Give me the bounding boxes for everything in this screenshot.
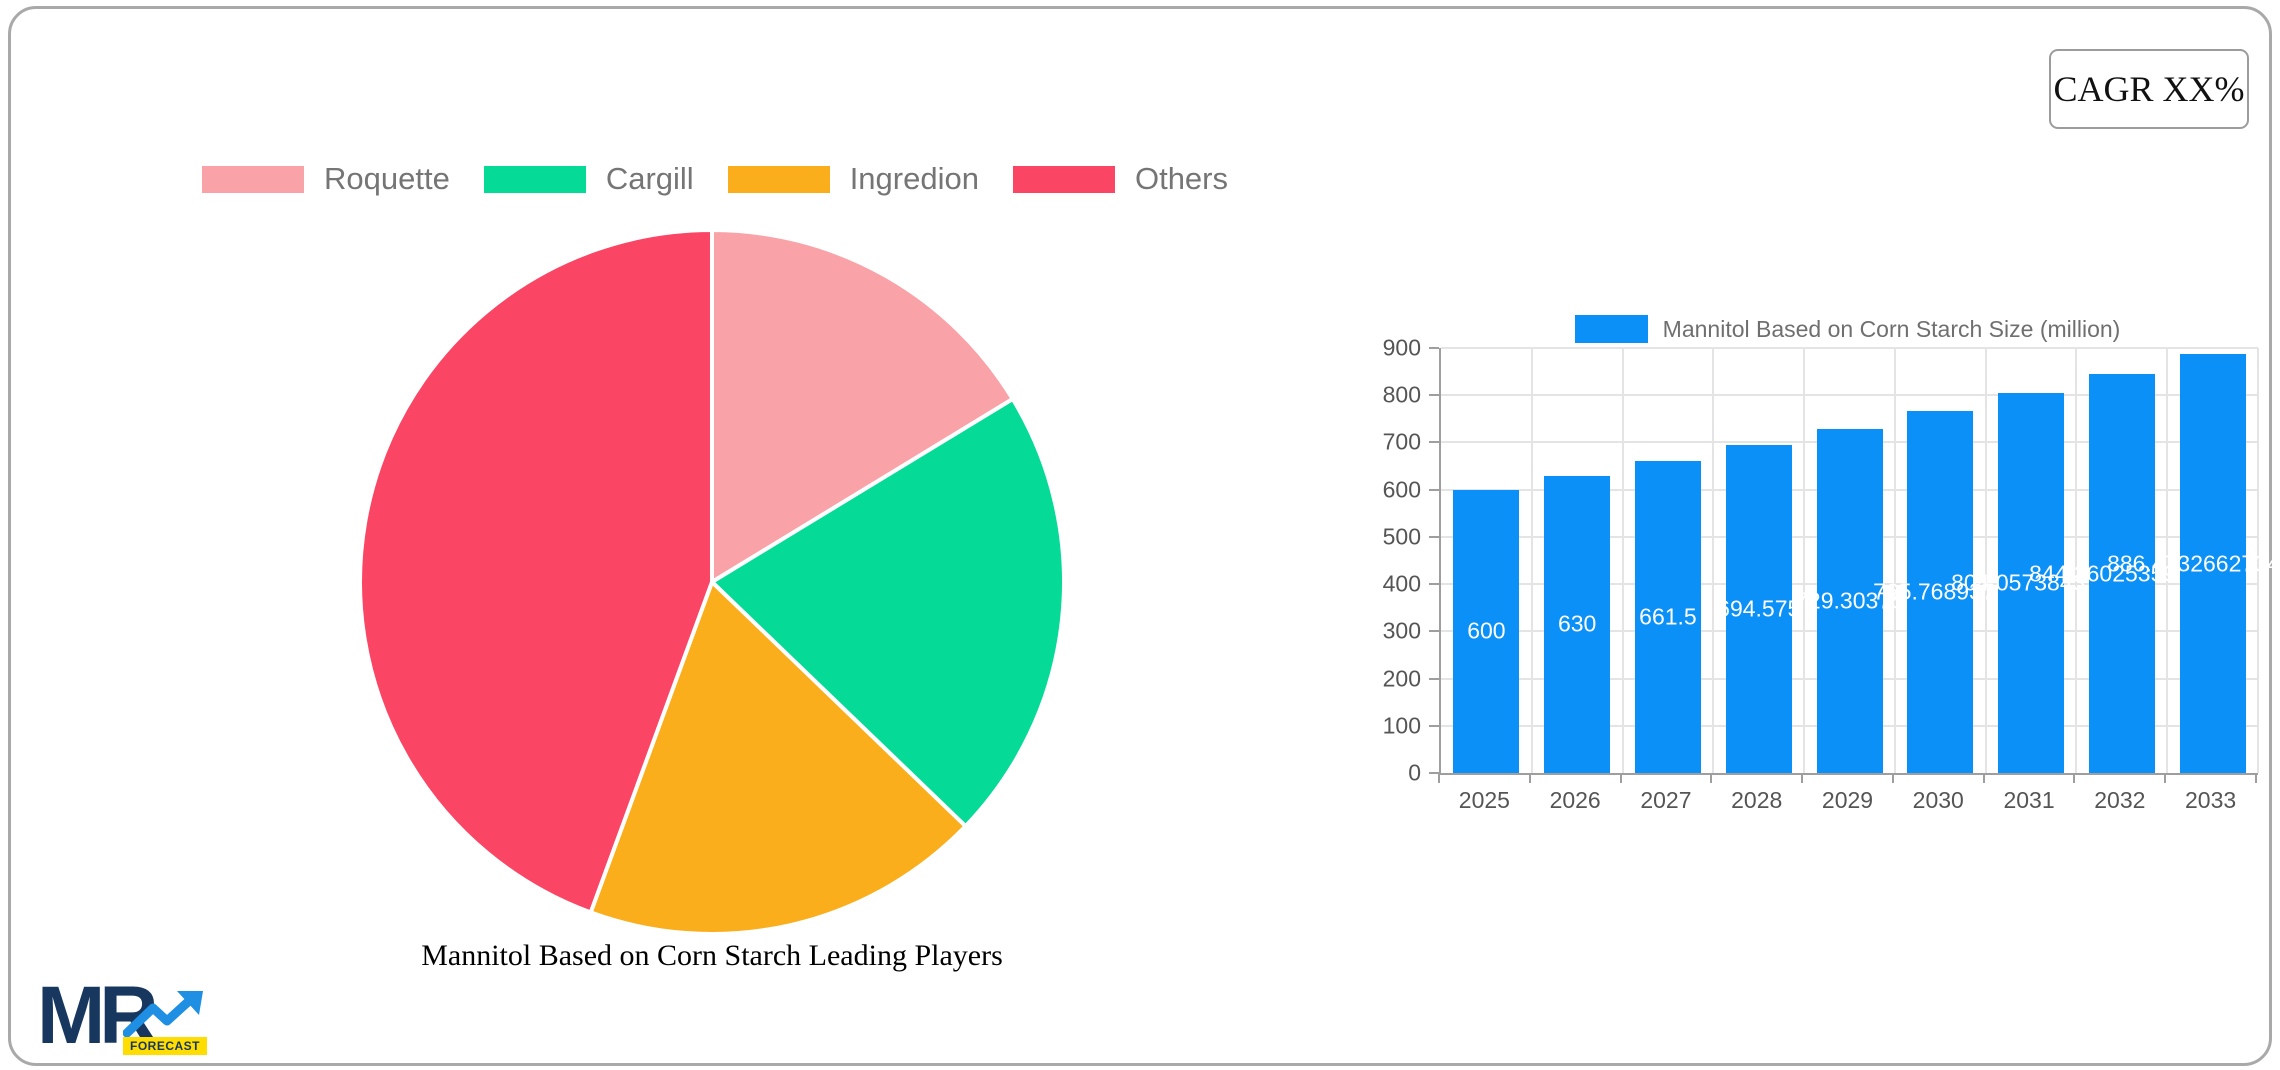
y-axis-tick-mark — [1429, 724, 1439, 727]
x-axis-tick-label: 2025 — [1458, 787, 1510, 813]
mr-forecast-logo: MR FORECAST — [37, 975, 227, 1064]
bar-2025[interactable] — [1453, 489, 1520, 773]
x-axis-tick-mark — [1982, 773, 1985, 783]
y-axis-tick-mark — [1429, 535, 1439, 538]
gridline-vertical — [2257, 348, 2259, 773]
bar-legend[interactable]: Mannitol Based on Corn Starch Size (mill… — [1439, 315, 2256, 343]
bar-value-label: 661.5 — [1639, 603, 1697, 630]
x-axis-tick-label: 2028 — [1731, 787, 1783, 813]
x-axis-tick-mark — [2073, 773, 2076, 783]
pie-chart — [358, 228, 1066, 936]
y-axis-tick-label: 200 — [1382, 665, 1421, 692]
x-axis-tick-mark — [2255, 773, 2257, 783]
legend-swatch-icon — [483, 165, 586, 193]
y-axis-tick-mark — [1429, 772, 1439, 774]
bar-value-label: 630 — [1557, 610, 1597, 637]
x-axis-tick-label: 2029 — [1821, 787, 1874, 813]
y-axis-tick-label: 600 — [1382, 476, 1421, 503]
x-axis-tick-mark — [1801, 773, 1804, 783]
x-axis-tick-mark — [1619, 773, 1622, 783]
legend-label: Others — [1134, 161, 1228, 196]
bar-plot-area: 600 630 661.5 694.575 729.30375 765.7689375 80… — [1439, 347, 2280, 775]
y-axis-tick-label: 300 — [1382, 617, 1421, 644]
y-axis-tick-mark — [1429, 677, 1439, 680]
pie-legend-item-roquette[interactable]: Roquette — [202, 161, 450, 197]
x-axis-tick-label: 2032 — [2094, 787, 2146, 813]
legend-label: Roquette — [324, 161, 450, 196]
trend-arrow-icon — [123, 991, 203, 1037]
gridline-horizontal — [1441, 394, 2258, 397]
pie-slice-roquette[interactable] — [710, 228, 1015, 584]
bar-2031[interactable] — [1998, 393, 2065, 773]
y-axis-tick-mark — [1429, 347, 1439, 349]
bar-value-label: 729.30375 — [1795, 587, 1904, 614]
y-axis-tick-label: 800 — [1382, 381, 1421, 408]
x-axis-tick-label: 2030 — [1912, 787, 1964, 813]
gridline-vertical — [1803, 348, 1806, 773]
x-axis-tick-label: 2033 — [2185, 787, 2237, 813]
y-axis-tick-mark — [1429, 441, 1439, 444]
y-axis-tick-label: 700 — [1382, 428, 1421, 455]
bar-value-label: 600 — [1467, 617, 1506, 644]
bar-2030[interactable] — [1907, 411, 1974, 773]
gridline-vertical — [1621, 348, 1624, 773]
y-axis-tick-mark — [1429, 488, 1439, 491]
pie-slice-ingredion[interactable] — [588, 580, 968, 936]
pie-legend-item-cargill[interactable]: Cargill — [483, 161, 694, 197]
pie-legend-item-others[interactable]: Others — [1012, 161, 1228, 197]
y-axis-tick-label: 500 — [1382, 523, 1421, 550]
legend-swatch-icon — [202, 165, 304, 193]
x-axis-tick-mark — [1710, 773, 1713, 783]
legend-swatch-icon — [1012, 165, 1115, 193]
gridline-vertical — [2166, 348, 2169, 773]
bar-2033[interactable] — [2179, 354, 2246, 773]
cagr-badge: CAGR XX% — [2049, 49, 2249, 129]
pie-slice-others[interactable] — [358, 228, 714, 915]
report-card: CAGR XX% Roquette Cargill Ingredion Others … — [8, 6, 2280, 1066]
gridline-vertical — [1530, 348, 1533, 773]
gridline-vertical — [1984, 348, 1987, 773]
y-axis-tick-label: 900 — [1382, 334, 1421, 361]
bar-value-label: 765.7689375 — [1873, 578, 2008, 605]
bar-value-label: 886.4732662734375 — [2107, 550, 2280, 577]
y-axis-tick-label: 400 — [1382, 570, 1421, 597]
bar-legend-label: Mannitol Based on Corn Starch Size (mill… — [1662, 315, 2121, 342]
gridline-horizontal — [1441, 347, 2258, 349]
gridline-vertical — [1893, 348, 1896, 773]
gridline-vertical — [2075, 348, 2078, 773]
pie-legend-item-ingredion[interactable]: Ingredion — [727, 161, 979, 197]
legend-label: Ingredion — [849, 161, 979, 196]
pie-caption: Mannitol Based on Corn Starch Leading Pl… — [421, 939, 1003, 972]
pie-legend: Roquette Cargill Ingredion Others — [11, 161, 1419, 197]
x-axis-tick-mark — [1438, 773, 1440, 783]
x-axis-tick-label: 2031 — [2003, 787, 2055, 813]
bar-2027[interactable] — [1634, 460, 1701, 773]
y-axis-tick-label: 100 — [1382, 712, 1421, 739]
pie-slice-cargill[interactable] — [710, 397, 1066, 829]
bar-2028[interactable] — [1725, 445, 1792, 773]
y-axis-tick-mark — [1429, 630, 1439, 633]
bar-legend-swatch — [1574, 315, 1648, 343]
x-axis-tick-label: 2026 — [1549, 787, 1601, 813]
bar-2029[interactable] — [1816, 428, 1883, 773]
bar-value-label: 694.575 — [1717, 595, 1801, 622]
y-axis-tick-mark — [1429, 394, 1439, 397]
cagr-label: CAGR XX% — [2053, 69, 2245, 109]
legend-label: Cargill — [605, 161, 694, 196]
x-axis-tick-mark — [1891, 773, 1894, 783]
logo-forecast-badge: FORECAST — [123, 1037, 207, 1055]
gridline-vertical — [1712, 348, 1715, 773]
x-axis-tick-mark — [2164, 773, 2167, 783]
legend-swatch-icon — [727, 165, 830, 193]
y-axis-tick-label: 0 — [1408, 759, 1421, 786]
bar-value-label: 804.057384375 — [1951, 569, 2111, 596]
x-axis-tick-mark — [1528, 773, 1531, 783]
x-axis-tick-label: 2027 — [1640, 787, 1692, 813]
bar-2032[interactable] — [2088, 374, 2155, 773]
y-axis-tick-mark — [1429, 583, 1439, 586]
bar-2026[interactable] — [1544, 475, 1611, 773]
